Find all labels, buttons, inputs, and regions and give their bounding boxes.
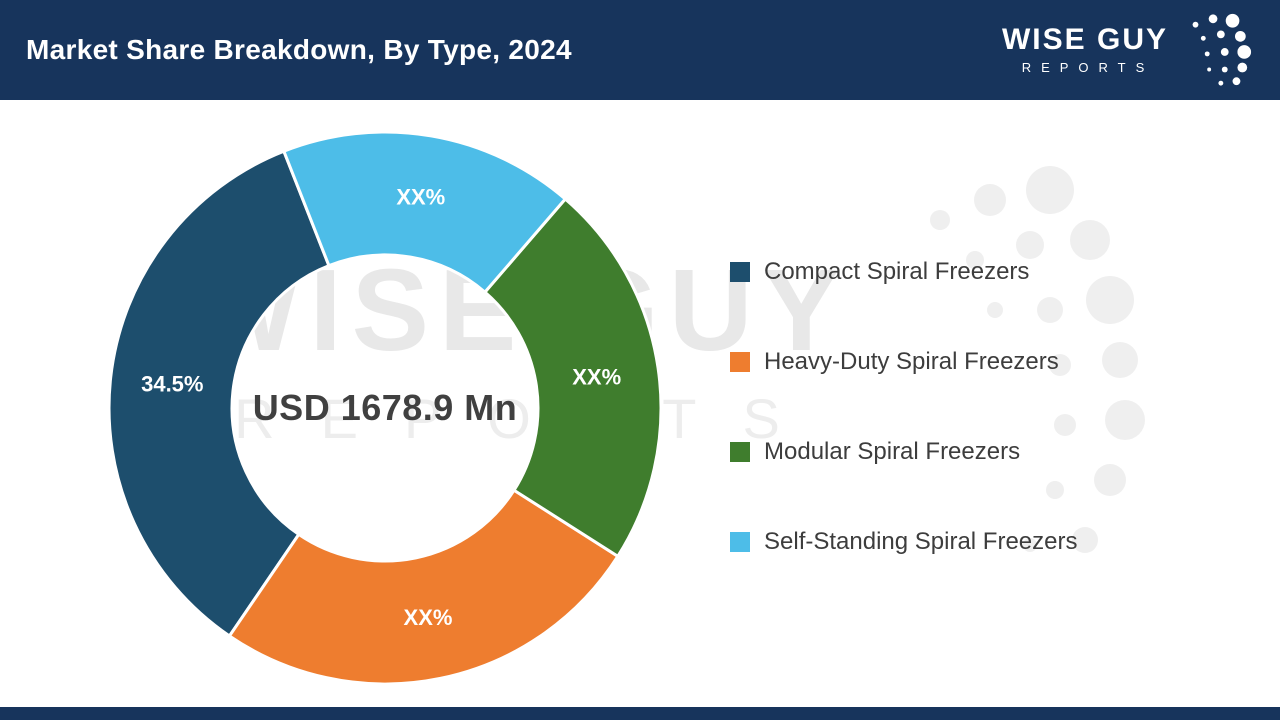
legend-label-compact-spiral-freezers: Compact Spiral Freezers: [764, 258, 1030, 285]
brand-logo: WISE GUY REPORTS: [1002, 9, 1254, 91]
legend-swatch-compact-spiral-freezers: [730, 262, 750, 282]
header: Market Share Breakdown, By Type, 2024 WI…: [0, 0, 1280, 100]
legend-item-heavy-duty-spiral-freezers: Heavy-Duty Spiral Freezers: [730, 348, 1077, 376]
donut-slice-self-standing-spiral-freezers: [281, 130, 568, 295]
logo-wordmark-line1: WISE GUY: [1001, 23, 1168, 56]
legend-label-modular-spiral-freezers: Modular Spiral Freezers: [764, 438, 1021, 465]
slice-label-modular-spiral-freezers: XX%: [572, 364, 621, 389]
legend: Compact Spiral Freezers Heavy-Duty Spiral…: [730, 258, 1077, 556]
donut-slice-compact-spiral-freezers: [107, 149, 331, 639]
legend-swatch-self-standing-spiral-freezers: [730, 532, 750, 552]
slice-label-self-standing-spiral-freezers: XX%: [396, 185, 445, 210]
slice-label-heavy-duty-spiral-freezers: XX%: [404, 605, 453, 630]
legend-swatch-modular-spiral-freezers: [730, 442, 750, 462]
logo-head-dots-icon: [1192, 13, 1252, 86]
donut-chart: 34.5% XX% XX% XX%: [107, 130, 663, 686]
donut-slice-modular-spiral-freezers: [482, 196, 663, 559]
legend-swatch-heavy-duty-spiral-freezers: [730, 352, 750, 372]
legend-item-compact-spiral-freezers: Compact Spiral Freezers: [730, 258, 1077, 286]
legend-item-self-standing-spiral-freezers: Self-Standing Spiral Freezers: [730, 528, 1077, 556]
legend-item-modular-spiral-freezers: Modular Spiral Freezers: [730, 438, 1077, 466]
bottom-bar: [0, 707, 1280, 720]
legend-label-heavy-duty-spiral-freezers: Heavy-Duty Spiral Freezers: [764, 348, 1059, 375]
slice-label-compact-spiral-freezers: 34.5%: [141, 372, 203, 397]
legend-label-self-standing-spiral-freezers: Self-Standing Spiral Freezers: [764, 528, 1078, 555]
page-title: Market Share Breakdown, By Type, 2024: [26, 34, 572, 65]
logo-wordmark: WISE GUY REPORTS: [1001, 23, 1168, 76]
donut-slice-heavy-duty-spiral-freezers: [227, 488, 620, 686]
logo-wordmark-line2: REPORTS: [1021, 60, 1155, 75]
